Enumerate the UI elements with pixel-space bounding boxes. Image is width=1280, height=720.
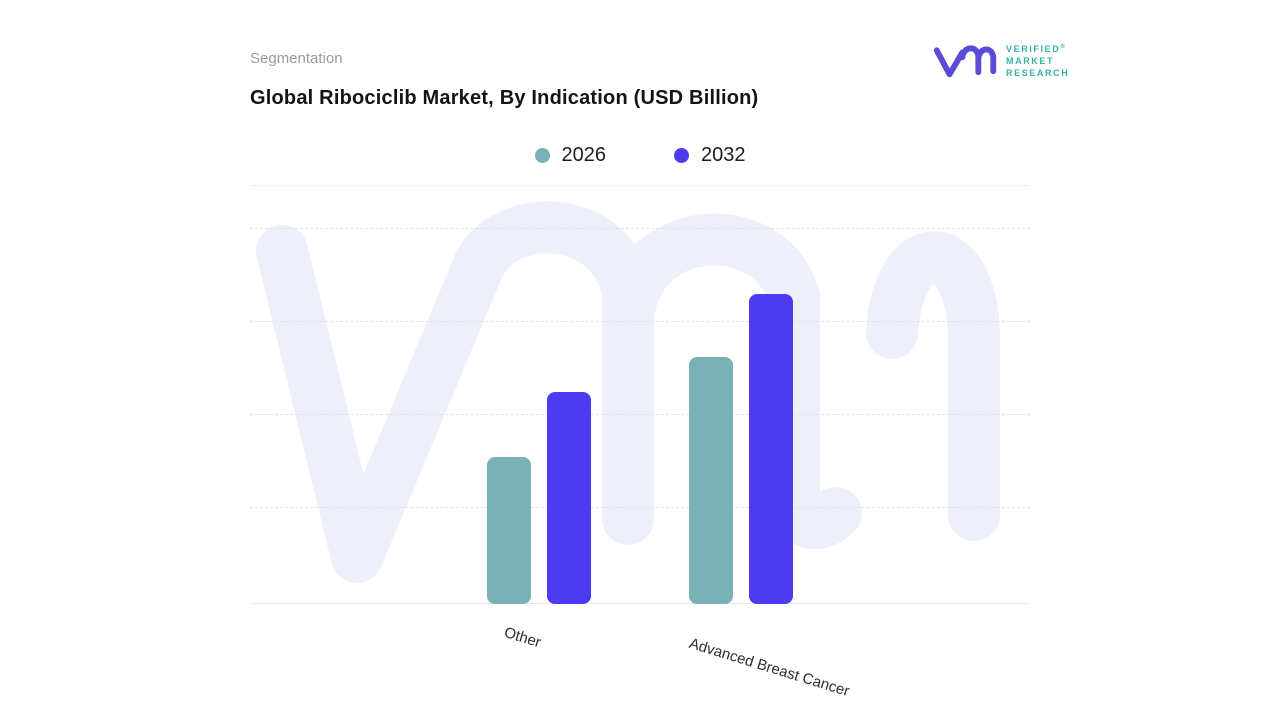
vmr-logo: VERIFIED® MARKET RESEARCH	[933, 40, 1069, 82]
x-axis-label-other: Other	[502, 624, 543, 652]
gridline	[250, 228, 1030, 229]
legend-item-2026: 2026	[534, 144, 607, 167]
page-title: Global Ribociclib Market, By Indication …	[250, 87, 759, 110]
bar-other-2032	[547, 392, 591, 604]
registered-mark: ®	[1060, 43, 1065, 50]
legend-dot-2032	[674, 148, 689, 163]
bar-advanced-breast-cancer-2032	[749, 294, 793, 604]
bar-other-2026	[487, 457, 531, 604]
legend-divider	[250, 185, 1030, 186]
gridline	[250, 414, 1030, 415]
eyebrow-label: Segmentation	[250, 50, 343, 67]
x-axis-line	[250, 603, 1030, 604]
vmr-monogram-icon	[933, 45, 997, 78]
logo-wordmark: VERIFIED® MARKET RESEARCH	[1006, 43, 1069, 79]
legend-label-2032: 2032	[701, 144, 746, 166]
vmr-watermark-icon	[256, 201, 1000, 583]
legend: 2026 2032	[250, 144, 1030, 167]
x-axis-label-advanced-breast-cancer: Advanced Breast Cancer	[687, 635, 852, 701]
legend-label-2026: 2026	[561, 144, 607, 166]
logo-line-verified: VERIFIED	[1006, 43, 1061, 54]
plot-area: Other Advanced Breast Cancer	[250, 185, 1030, 700]
legend-dot-2026	[534, 148, 550, 163]
gridline	[250, 507, 1030, 508]
legend-item-2032: 2032	[674, 144, 746, 167]
bar-advanced-breast-cancer-2026	[689, 357, 733, 604]
logo-line-market: MARKET	[1006, 55, 1055, 66]
gridline	[250, 321, 1030, 322]
logo-line-research: RESEARCH	[1006, 68, 1070, 79]
